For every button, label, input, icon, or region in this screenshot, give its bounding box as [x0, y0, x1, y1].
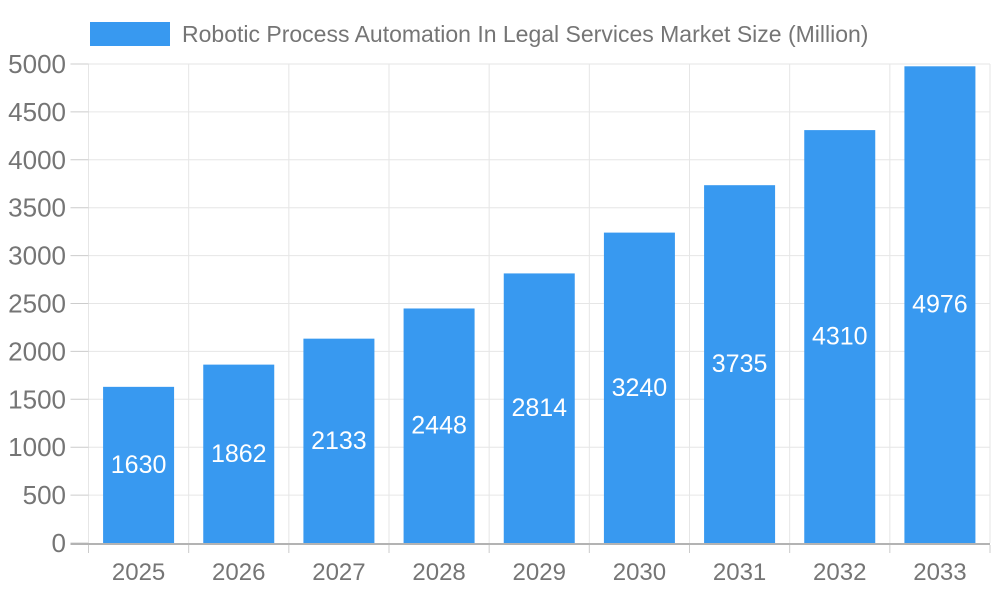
- bar: [603, 232, 675, 543]
- y-tick-label: 3000: [8, 241, 66, 271]
- bar-value-label: 2133: [311, 427, 367, 455]
- bar: [704, 185, 776, 543]
- legend-swatch-icon: [90, 22, 170, 46]
- x-tick-label: 2031: [713, 559, 766, 586]
- x-tick-label: 2027: [312, 559, 365, 586]
- bar: [904, 66, 976, 544]
- y-tick-label: 2500: [8, 289, 66, 319]
- bar: [503, 273, 575, 543]
- x-tick-label: 2026: [212, 559, 265, 586]
- y-tick-label: 500: [23, 480, 66, 510]
- bar-value-label: 4976: [912, 291, 968, 319]
- x-tick-label: 2033: [913, 559, 966, 586]
- y-tick-label: 1000: [8, 432, 66, 462]
- y-tick-label: 3500: [8, 193, 66, 223]
- bar-value-label: 2448: [411, 412, 467, 440]
- y-tick-label: 0: [52, 528, 66, 558]
- chart-title: Robotic Process Automation In Legal Serv…: [182, 20, 869, 47]
- y-tick-label: 4500: [8, 97, 66, 127]
- bar: [403, 308, 475, 543]
- bar-value-label: 4310: [812, 323, 868, 351]
- y-tick-label: 4000: [8, 145, 66, 175]
- bar-value-label: 1862: [211, 440, 267, 468]
- chart-legend: Robotic Process Automation In Legal Serv…: [90, 20, 868, 48]
- y-tick-label: 2000: [8, 336, 66, 366]
- bar: [804, 130, 876, 544]
- x-tick-label: 2032: [813, 559, 866, 586]
- x-tick-label: 2028: [412, 559, 465, 586]
- bar-value-label: 2814: [511, 394, 567, 422]
- y-tick-label: 1500: [8, 384, 66, 414]
- bar-value-label: 1630: [111, 451, 167, 479]
- bar: [203, 364, 275, 543]
- x-tick-label: 2025: [112, 559, 165, 586]
- bar-value-label: 3735: [712, 350, 768, 378]
- x-tick-label: 2029: [513, 559, 566, 586]
- y-tick-label: 5000: [8, 49, 66, 79]
- x-tick-label: 2030: [613, 559, 666, 586]
- bar: [303, 338, 375, 543]
- bar: [103, 386, 175, 543]
- bar-value-label: 3240: [612, 374, 668, 402]
